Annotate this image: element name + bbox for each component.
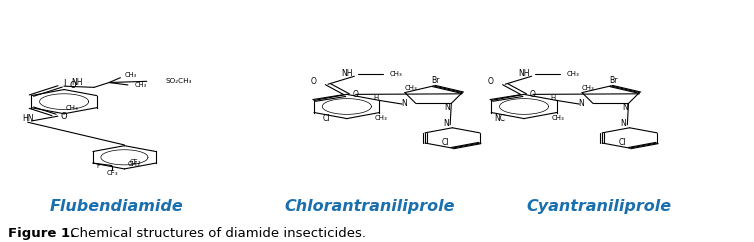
- Text: I: I: [63, 79, 66, 88]
- Text: Flubendiamide: Flubendiamide: [50, 199, 184, 214]
- Text: Chemical structures of diamide insecticides.: Chemical structures of diamide insectici…: [66, 227, 366, 240]
- Text: O: O: [69, 81, 75, 90]
- Text: SO₂CH₃: SO₂CH₃: [166, 78, 192, 84]
- Text: CH₃: CH₃: [390, 71, 402, 77]
- Text: CH₃: CH₃: [124, 72, 136, 78]
- Text: N: N: [443, 119, 449, 128]
- Text: H: H: [550, 95, 556, 100]
- Text: N: N: [401, 99, 406, 108]
- Text: N: N: [445, 103, 450, 112]
- Text: N: N: [621, 119, 627, 128]
- Text: O: O: [530, 90, 536, 99]
- Text: O: O: [488, 76, 494, 86]
- Text: NH: NH: [341, 68, 353, 78]
- Text: CH₃: CH₃: [567, 71, 579, 77]
- Text: CH₃: CH₃: [552, 115, 565, 121]
- Text: CH₃: CH₃: [65, 105, 78, 111]
- Text: NH: NH: [518, 68, 530, 78]
- Text: CH₃: CH₃: [135, 82, 147, 88]
- Text: N: N: [622, 103, 627, 112]
- Text: CH₃: CH₃: [375, 115, 388, 121]
- Text: O: O: [311, 76, 317, 86]
- Text: HN: HN: [22, 113, 33, 123]
- Text: Cyantraniliprole: Cyantraniliprole: [527, 199, 672, 214]
- Text: CH₃: CH₃: [405, 85, 417, 91]
- Text: Br: Br: [608, 76, 618, 85]
- Text: Chlorantraniliprole: Chlorantraniliprole: [284, 199, 455, 214]
- Text: CH₃: CH₃: [582, 85, 594, 91]
- Text: CF₃: CF₃: [106, 170, 118, 176]
- Text: O: O: [353, 90, 359, 99]
- Text: NH: NH: [72, 78, 83, 87]
- Text: Figure 1.: Figure 1.: [8, 227, 75, 240]
- Text: N: N: [578, 99, 584, 108]
- Text: Cl: Cl: [442, 138, 449, 147]
- Text: Cl: Cl: [619, 138, 627, 147]
- Text: F: F: [97, 164, 100, 169]
- Text: CF₃: CF₃: [129, 159, 141, 165]
- Text: Br: Br: [431, 76, 440, 85]
- Text: NC: NC: [494, 114, 505, 123]
- Text: Cl: Cl: [323, 114, 330, 123]
- Text: O: O: [60, 112, 67, 121]
- Text: CH₃: CH₃: [128, 161, 141, 167]
- Text: H: H: [373, 95, 379, 100]
